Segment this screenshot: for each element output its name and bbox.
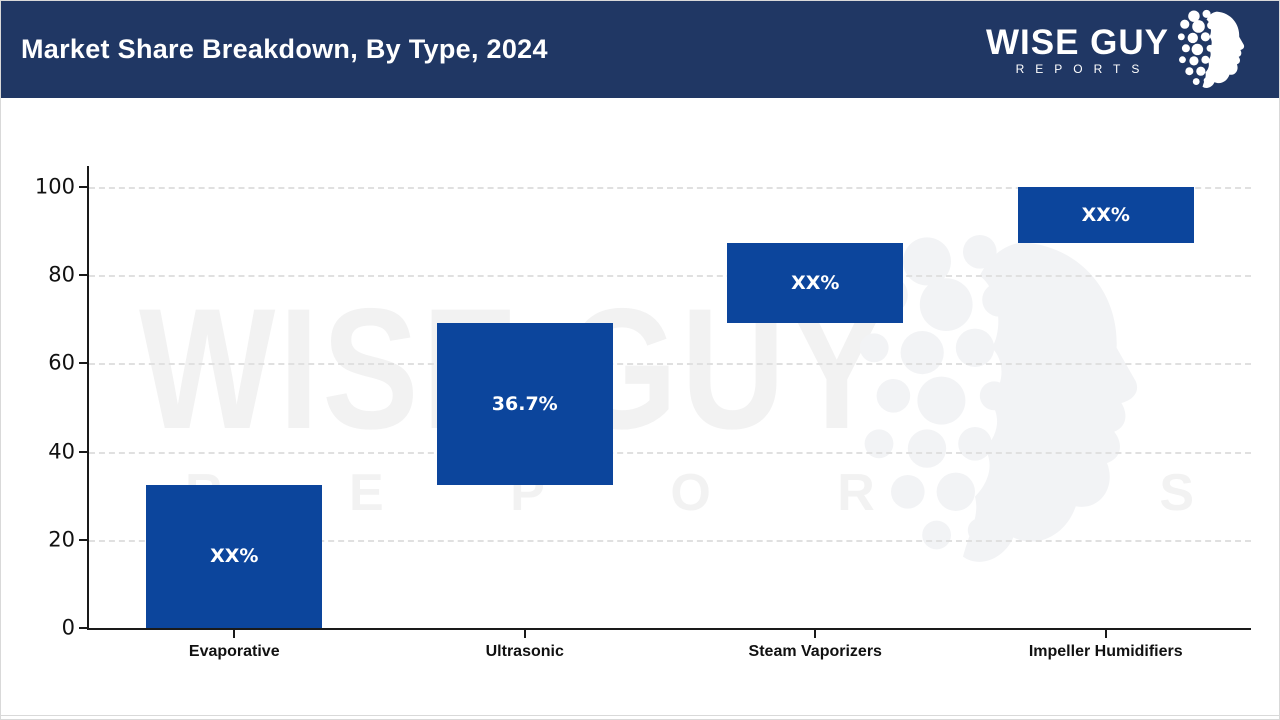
y-tick-label-100: 100: [34, 174, 75, 199]
bar-steam-vaporizers: XX%: [727, 242, 904, 323]
x-category-label: Evaporative: [188, 643, 280, 660]
bar-value-label: XX%: [1081, 203, 1130, 226]
bar-evaporative: XX%: [146, 484, 323, 628]
y-tick-mark-60: [79, 362, 87, 365]
bottom-border: [1, 715, 1279, 716]
x-tick-mark-3: [1104, 630, 1107, 638]
y-tick-label-80: 80: [48, 262, 75, 287]
gridline-80: [89, 275, 1251, 278]
y-tick-mark-20: [79, 538, 87, 541]
plot-area: 0 20 40 60 80 100 XX% Evaporative 36.7% Ultrasoni…: [35, 166, 1251, 660]
gridline-20: [89, 539, 1251, 542]
x-category-label: Steam Vaporizers: [748, 643, 882, 660]
y-tick-label-20: 20: [48, 527, 75, 552]
y-axis-line: [87, 166, 89, 628]
y-tick-label-40: 40: [48, 439, 75, 464]
page-title: Market Share Breakdown, By Type, 2024: [21, 34, 548, 64]
x-axis-line: [87, 628, 1251, 630]
y-tick-mark-40: [79, 450, 87, 453]
x-tick-mark-0: [233, 630, 236, 638]
bar-value-label: 36.7%: [491, 392, 558, 415]
logo-head-icon: [1175, 7, 1253, 93]
x-tick-mark-1: [523, 630, 526, 638]
bar-impeller-humidifiers: XX%: [1017, 187, 1194, 243]
x-category-label: Impeller Humidifiers: [1028, 643, 1183, 660]
bar-value-label: XX%: [791, 271, 840, 294]
logo-subtitle: REPORTS: [1015, 61, 1151, 76]
y-tick-mark-100: [79, 186, 87, 188]
x-category-label: Ultrasonic: [485, 643, 564, 660]
wise-guy-logo: WISE GUY REPORTS: [986, 7, 1253, 93]
header-bar: Market Share Breakdown, By Type, 2024 WI…: [1, 1, 1279, 98]
gridline-40: [89, 451, 1251, 454]
y-tick-mark-80: [79, 274, 87, 277]
bar-value-label: XX%: [210, 545, 259, 568]
y-tick-label-0: 0: [61, 615, 75, 640]
y-tick-label-60: 60: [48, 350, 75, 375]
y-tick-mark-0: [79, 627, 87, 629]
gridline-60: [89, 363, 1251, 366]
logo-wordmark: WISE GUY: [985, 22, 1169, 62]
bar-ultrasonic: 36.7%: [436, 322, 613, 485]
logo-text: WISE GUY REPORTS: [986, 25, 1169, 75]
gridline-100: [89, 187, 1251, 189]
x-tick-mark-2: [814, 630, 817, 638]
